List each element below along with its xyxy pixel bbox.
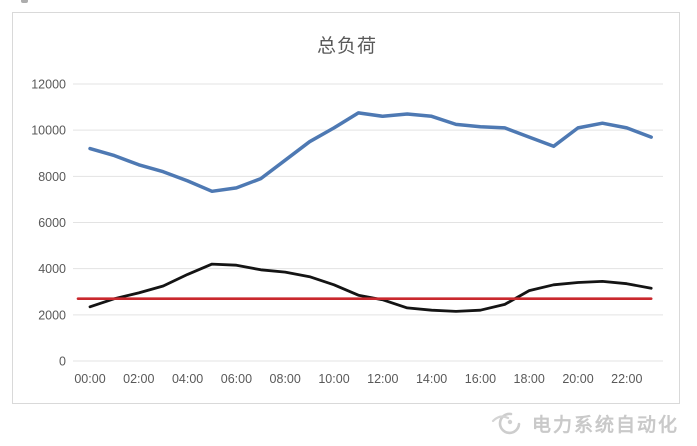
x-tick-label: 06:00 xyxy=(221,372,252,386)
series-black_line xyxy=(88,262,653,313)
top-edge-artifact xyxy=(21,0,28,3)
x-tick-label: 16:00 xyxy=(465,372,496,386)
x-tick-label: 02:00 xyxy=(123,372,154,386)
swirl-logo-icon xyxy=(491,412,521,435)
y-tick-label: 0 xyxy=(59,355,66,369)
brand-name: 电力系统自动化 xyxy=(531,414,679,436)
chart-title: 总负荷 xyxy=(316,36,377,57)
y-tick-label: 4000 xyxy=(38,262,66,276)
y-tick-label: 2000 xyxy=(38,308,66,322)
x-tick-label: 08:00 xyxy=(270,372,301,386)
x-tick-label: 12:00 xyxy=(367,372,398,386)
y-tick-label: 12000 xyxy=(31,78,66,92)
x-tick-label: 14:00 xyxy=(416,372,447,386)
x-tick-label: 20:00 xyxy=(562,372,593,386)
brand-footer: 电力系统自动化 xyxy=(490,405,679,441)
series-blue_line xyxy=(88,111,653,194)
x-tick-label: 22:00 xyxy=(611,372,642,386)
x-tick-label: 10:00 xyxy=(318,372,349,386)
chart-area xyxy=(12,12,680,404)
y-tick-label: 6000 xyxy=(38,216,66,230)
y-tick-label: 10000 xyxy=(31,124,66,138)
x-tick-label: 00:00 xyxy=(74,372,105,386)
y-tick-label: 8000 xyxy=(38,170,66,184)
x-tick-label: 18:00 xyxy=(514,372,545,386)
x-tick-label: 04:00 xyxy=(172,372,203,386)
